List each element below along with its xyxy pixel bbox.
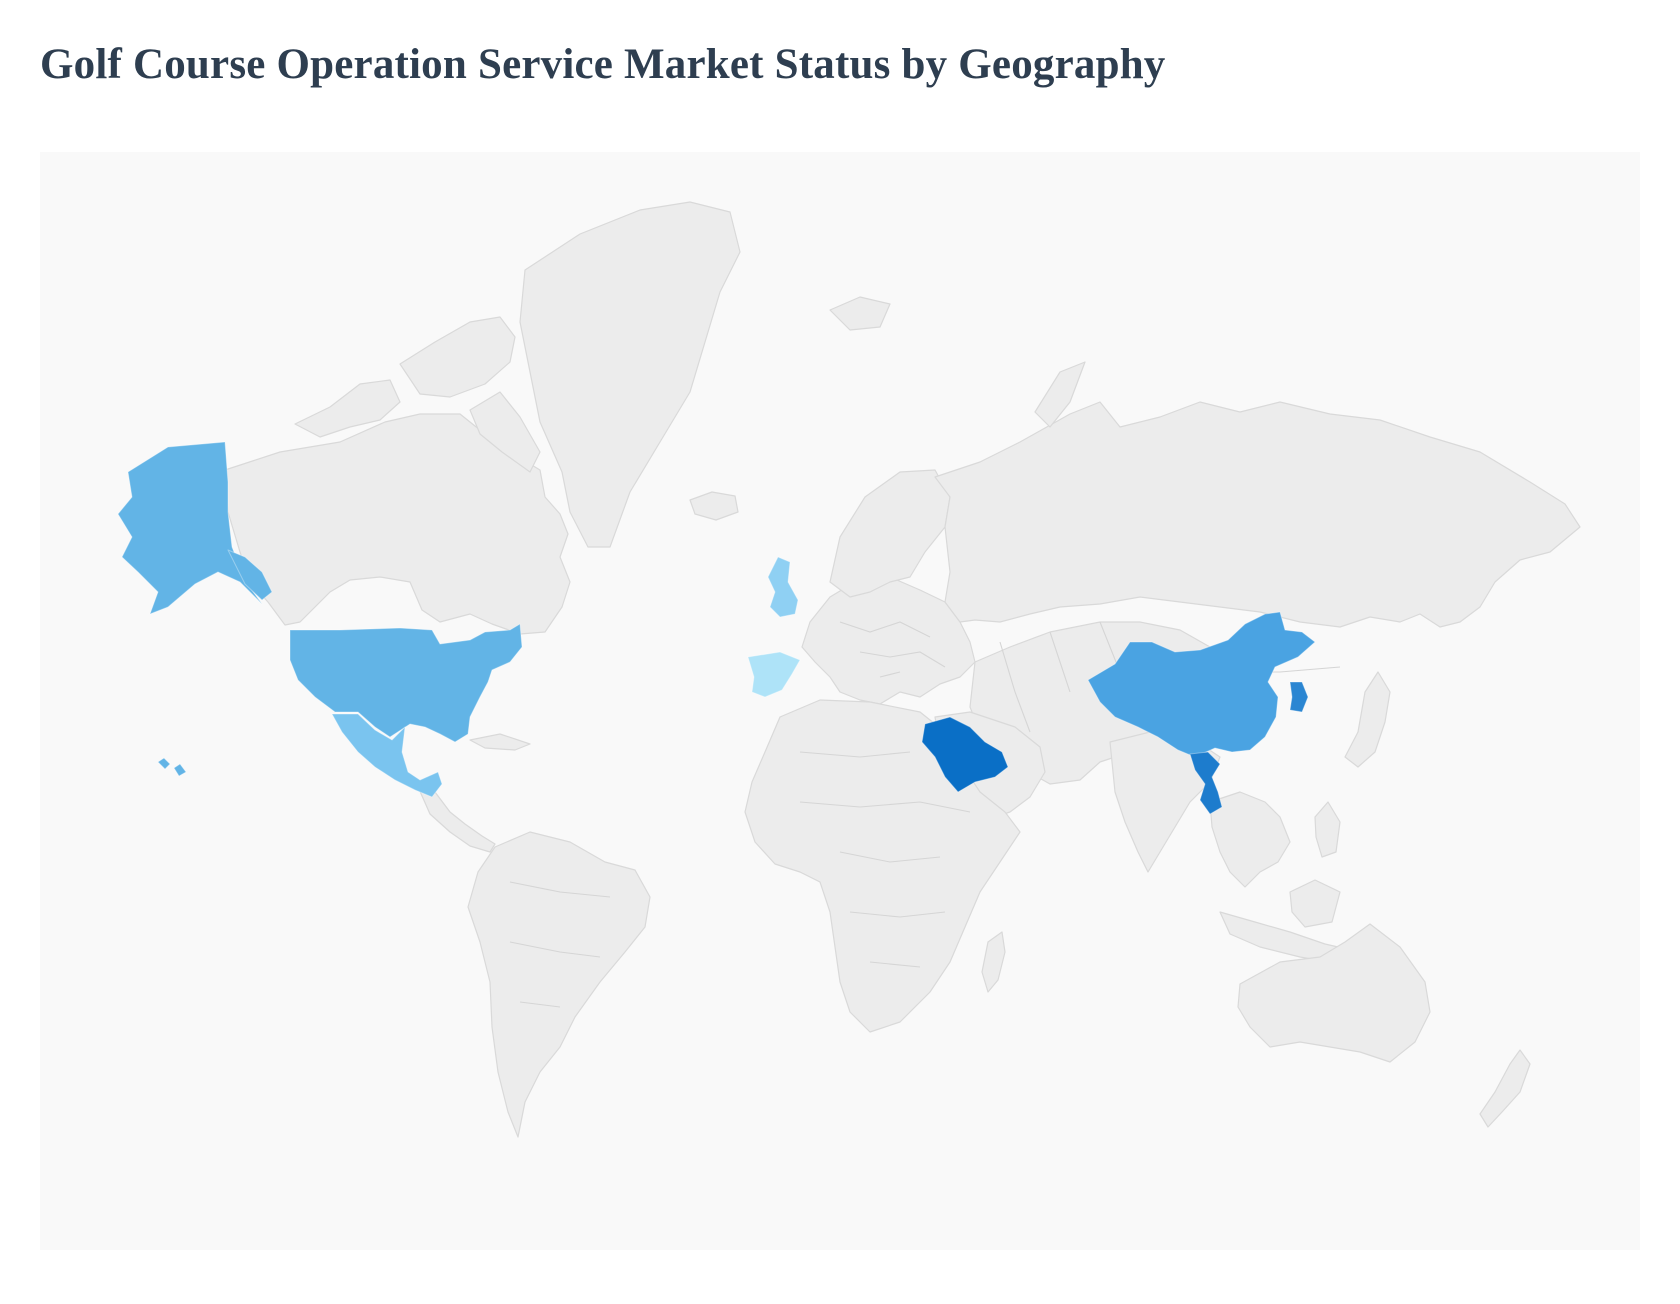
world-map[interactable] [40, 152, 1640, 1250]
region-borneo [1289, 879, 1341, 928]
region-southeast-asia[interactable] [1209, 791, 1291, 888]
region-novaya-zemlya [1034, 361, 1086, 428]
region-mexico[interactable] [331, 713, 443, 798]
highlight-layer [117, 441, 1316, 815]
region-new-zealand[interactable] [1479, 1049, 1531, 1128]
region-alaska[interactable] [117, 441, 263, 615]
region-arctic-islands [294, 379, 401, 438]
region-south-korea[interactable] [1289, 681, 1309, 713]
region-philippines [1314, 801, 1341, 858]
world-map-svg [117, 201, 1581, 1138]
region-cuba [469, 733, 531, 751]
region-hawaii [157, 757, 187, 777]
region-svalbard [829, 296, 891, 331]
region-baffin [469, 391, 541, 473]
region-japan[interactable] [1344, 671, 1391, 768]
region-iceland[interactable] [689, 491, 739, 521]
region-spain[interactable] [747, 651, 801, 698]
region-united-states[interactable] [289, 623, 523, 743]
region-scandinavia[interactable] [829, 469, 951, 598]
region-alaska-panhandle [227, 549, 273, 601]
region-saudi-arabia[interactable] [921, 716, 1009, 793]
page-title: Golf Course Operation Service Market Sta… [40, 41, 1166, 88]
region-canada[interactable] [224, 413, 571, 635]
region-china[interactable] [1087, 611, 1316, 758]
region-united-kingdom[interactable] [767, 556, 799, 618]
region-australia[interactable] [1237, 923, 1431, 1063]
region-greenland[interactable] [519, 201, 741, 548]
region-russia[interactable] [934, 401, 1581, 628]
region-south-america[interactable] [467, 831, 651, 1138]
region-madagascar[interactable] [981, 931, 1006, 993]
region-vietnam[interactable] [1189, 751, 1223, 815]
region-central-america[interactable] [414, 779, 496, 853]
region-arctic-islands-2 [399, 316, 516, 398]
